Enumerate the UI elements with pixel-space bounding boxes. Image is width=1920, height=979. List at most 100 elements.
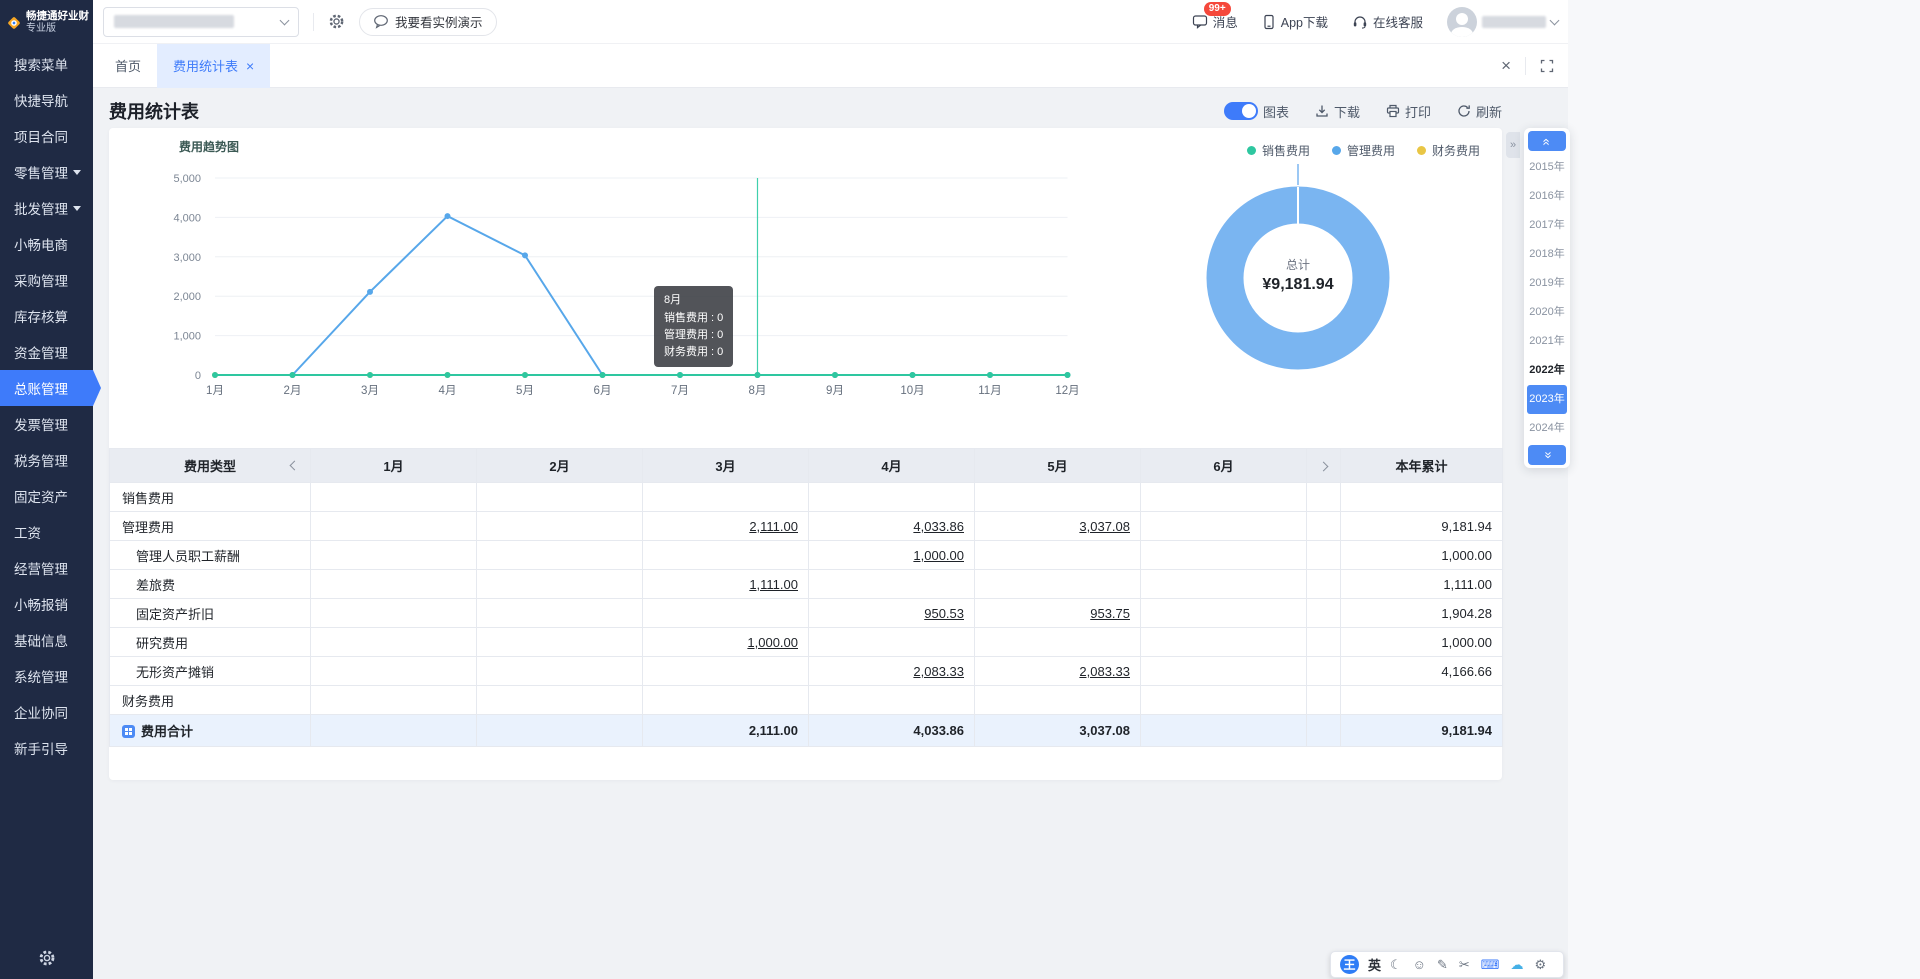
sidebar-item[interactable]: 零售管理	[0, 154, 93, 190]
tab[interactable]: 费用统计表 ×	[157, 43, 271, 88]
table-cell	[642, 540, 809, 570]
sidebar-item[interactable]: 发票管理	[0, 406, 93, 442]
messages-button[interactable]: 99+ 消息	[1192, 2, 1238, 31]
svg-text:12月: 12月	[1055, 385, 1079, 397]
next-months-icon[interactable]	[1318, 461, 1329, 472]
print-button[interactable]: 打印	[1386, 102, 1431, 121]
sidebar-item-label: 总账管理	[14, 382, 68, 397]
sidebar-item[interactable]: 库存核算	[0, 298, 93, 334]
sidebar-item[interactable]: 经营管理	[0, 550, 93, 586]
table-cell	[1340, 482, 1503, 512]
tooltip-row: 财务费用 : 0	[664, 346, 724, 359]
sidebar-item[interactable]: 系统管理	[0, 658, 93, 694]
demo-button[interactable]: 我要看实例演示	[359, 7, 497, 36]
sidebar-item[interactable]: 新手引导	[0, 730, 93, 766]
year-item[interactable]: 2017年	[1529, 219, 1565, 231]
ime-language-toggle[interactable]: 英	[1368, 958, 1382, 973]
sidebar-item[interactable]: 采购管理	[0, 262, 93, 298]
year-scroll-up-button[interactable]: «	[1528, 131, 1566, 151]
tab[interactable]: 首页	[99, 44, 157, 88]
sidebar-item[interactable]: 资金管理	[0, 334, 93, 370]
sidebar-item[interactable]: 小畅报销	[0, 586, 93, 622]
download-button[interactable]: 下载	[1315, 102, 1360, 121]
sidebar-item[interactable]: 总账管理	[0, 370, 101, 406]
year-scroll-down-button[interactable]: «	[1528, 445, 1566, 465]
drill-down-link[interactable]: 2,083.33	[1079, 663, 1130, 679]
sidebar-item[interactable]: 快捷导航	[0, 82, 93, 118]
chart-toggle[interactable]: 图表	[1223, 102, 1289, 121]
sidebar-item[interactable]: 小畅电商	[0, 226, 93, 262]
sidebar-item[interactable]: 搜索菜单	[0, 46, 93, 82]
toggle-switch[interactable]	[1223, 102, 1258, 120]
chart-tooltip: 8月 销售费用 : 0 管理费用 : 0 财务费用 : 0	[654, 286, 734, 368]
legend-label: 管理费用	[1346, 144, 1395, 158]
year-item[interactable]: 2023年	[1527, 385, 1567, 414]
svg-text:10月: 10月	[900, 385, 924, 397]
online-service-button[interactable]: 在线客服	[1352, 12, 1423, 31]
ime-logo[interactable]: 王	[1340, 955, 1359, 974]
drill-down-link[interactable]: 3,037.08	[1079, 518, 1130, 534]
sidebar-item[interactable]: 批发管理	[0, 190, 93, 226]
phone-icon	[1264, 14, 1274, 29]
user-menu[interactable]	[1447, 6, 1560, 37]
drill-down-link[interactable]: 2,083.33	[913, 663, 964, 679]
year-panel-collapse-handle[interactable]: »	[1506, 132, 1520, 158]
total-label-text: 费用合计	[141, 724, 194, 739]
sidebar-item[interactable]: 基础信息	[0, 622, 93, 658]
refresh-button[interactable]: 刷新	[1457, 102, 1502, 121]
column-header	[1306, 448, 1341, 483]
drill-down-link[interactable]: 950.53	[924, 605, 964, 621]
sidebar-menu: 搜索菜单 快捷导航 项目合同 零售管理 批发管理 小畅电商 采购管理 库存核算 资金管理总账管理…	[0, 46, 101, 766]
tab-close-icon[interactable]: ×	[246, 57, 255, 74]
year-item[interactable]: 2016年	[1529, 190, 1565, 202]
drill-down-link[interactable]: 2,111.00	[749, 518, 798, 534]
table-cell	[476, 569, 643, 599]
sidebar-item[interactable]: 税务管理	[0, 442, 93, 478]
table-cell	[1306, 511, 1341, 541]
drill-down-link[interactable]: 4,033.86	[913, 518, 964, 534]
sidebar-item-label: 小畅报销	[14, 598, 68, 613]
year-item[interactable]: 2015年	[1529, 161, 1565, 173]
company-select[interactable]	[103, 6, 299, 37]
gear-icon[interactable]: ⚙	[1534, 957, 1547, 972]
legend-label: 财务费用	[1431, 144, 1480, 158]
sidebar-item[interactable]: 企业协同	[0, 694, 93, 730]
year-item[interactable]: 2024年	[1529, 422, 1565, 434]
close-all-tabs-icon[interactable]: ×	[1501, 56, 1511, 75]
sidebar-settings-gear-icon[interactable]	[0, 949, 93, 967]
table-row: 无形资产摊销 2,083.33 2,083.33 4,166.66	[109, 656, 1503, 686]
legend-item[interactable]: 财务费用	[1416, 142, 1480, 159]
drill-down-link[interactable]: 1,000.00	[747, 634, 798, 650]
year-item[interactable]: 2018年	[1529, 248, 1565, 260]
scissors-icon[interactable]: ✂	[1458, 957, 1470, 972]
keyboard-icon[interactable]: ⌨	[1480, 957, 1500, 972]
table-cell	[642, 482, 809, 512]
sidebar-item-label: 经营管理	[14, 562, 68, 577]
drill-down-link[interactable]: 953.75	[1090, 605, 1130, 621]
settings-gear-button[interactable]	[328, 13, 345, 30]
app-download-button[interactable]: App下载	[1262, 12, 1328, 31]
table-cell	[974, 569, 1141, 599]
chevron-down-icon	[1549, 15, 1560, 25]
year-item[interactable]: 2022年	[1529, 364, 1565, 376]
emoji-icon[interactable]: ☺	[1412, 957, 1426, 972]
year-item[interactable]: 2021年	[1529, 335, 1565, 347]
sidebar-item[interactable]: 项目合同	[0, 118, 93, 154]
moon-icon[interactable]: ☾	[1390, 957, 1402, 972]
pen-icon[interactable]: ✎	[1436, 957, 1448, 972]
drill-down-link[interactable]: 1,000.00	[913, 547, 964, 563]
svg-text:9月: 9月	[826, 385, 844, 397]
table-cell: 9,181.94	[1340, 714, 1503, 747]
sidebar-item[interactable]: 固定资产	[0, 478, 93, 514]
year-item[interactable]: 2019年	[1529, 277, 1565, 289]
table-cell	[1306, 714, 1341, 747]
legend-item[interactable]: 管理费用	[1331, 142, 1395, 159]
prev-months-icon[interactable]	[289, 460, 300, 471]
legend-item[interactable]: 销售费用	[1246, 142, 1310, 159]
table-cell: 3,037.08	[974, 714, 1141, 747]
year-item[interactable]: 2020年	[1529, 306, 1565, 318]
fullscreen-icon[interactable]	[1540, 59, 1554, 73]
drill-down-link[interactable]: 1,111.00	[749, 576, 798, 592]
cloud-icon[interactable]: ☁	[1510, 957, 1524, 972]
sidebar-item[interactable]: 工资	[0, 514, 93, 550]
